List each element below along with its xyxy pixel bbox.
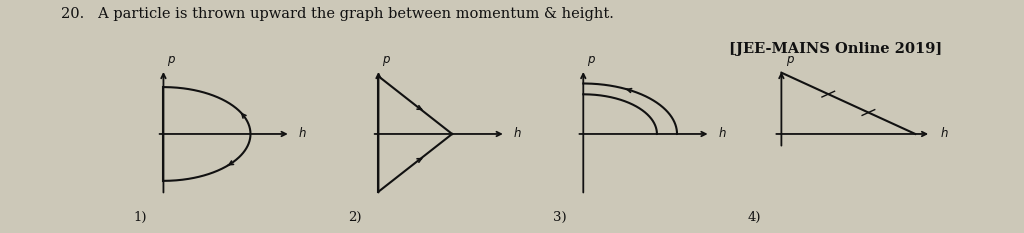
Text: 3): 3) xyxy=(553,211,566,224)
Text: h: h xyxy=(514,127,521,140)
Text: p: p xyxy=(383,53,390,66)
Text: h: h xyxy=(299,127,306,140)
Text: 4): 4) xyxy=(748,211,761,224)
Text: h: h xyxy=(940,127,948,140)
Text: 20.   A particle is thrown upward the graph between momentum & height.: 20. A particle is thrown upward the grap… xyxy=(61,7,614,21)
Text: 1): 1) xyxy=(133,211,146,224)
Text: p: p xyxy=(168,53,175,66)
Text: h: h xyxy=(719,127,726,140)
Text: p: p xyxy=(786,53,794,66)
Text: 2): 2) xyxy=(348,211,361,224)
Text: [JEE-MAINS Online 2019]: [JEE-MAINS Online 2019] xyxy=(729,42,942,56)
Text: p: p xyxy=(588,53,595,66)
